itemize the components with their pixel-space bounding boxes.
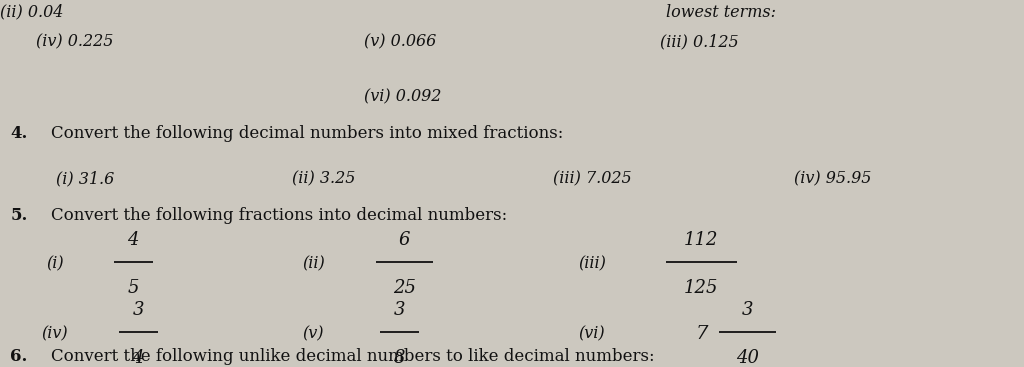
Text: Convert the following unlike decimal numbers to like decimal numbers:: Convert the following unlike decimal num… [51, 348, 654, 365]
Text: 25: 25 [393, 279, 416, 297]
Text: 5.: 5. [10, 207, 28, 224]
Text: (iii): (iii) [579, 256, 606, 273]
Text: 3: 3 [132, 301, 144, 319]
Text: 6: 6 [398, 231, 411, 250]
Text: (iii) 0.125: (iii) 0.125 [660, 33, 739, 50]
Text: (ii) 3.25: (ii) 3.25 [292, 171, 355, 188]
Text: 3: 3 [741, 301, 754, 319]
Text: 6.: 6. [10, 348, 28, 365]
Text: 3: 3 [393, 301, 406, 319]
Text: (i): (i) [46, 256, 63, 273]
Text: (ii) 0.04: (ii) 0.04 [0, 4, 63, 21]
Text: 7: 7 [695, 325, 708, 343]
Text: (iv) 95.95: (iv) 95.95 [794, 171, 871, 188]
Text: (iv) 0.225: (iv) 0.225 [36, 33, 114, 50]
Text: 125: 125 [684, 279, 719, 297]
Text: 112: 112 [684, 231, 719, 250]
Text: (iii) 7.025: (iii) 7.025 [553, 171, 632, 188]
Text: (v): (v) [302, 326, 324, 342]
Text: Convert the following decimal numbers into mixed fractions:: Convert the following decimal numbers in… [51, 125, 563, 142]
Text: 8: 8 [393, 349, 406, 367]
Text: 4: 4 [132, 349, 144, 367]
Text: Convert the following fractions into decimal numbers:: Convert the following fractions into dec… [51, 207, 508, 224]
Text: 4.: 4. [10, 125, 28, 142]
Text: 5: 5 [127, 279, 139, 297]
Text: (vi) 0.092: (vi) 0.092 [364, 88, 441, 105]
Text: (i) 31.6: (i) 31.6 [56, 171, 115, 188]
Text: lowest terms:: lowest terms: [666, 4, 775, 21]
Text: (vi): (vi) [579, 326, 605, 342]
Text: (iv): (iv) [41, 326, 68, 342]
Text: (v) 0.066: (v) 0.066 [364, 33, 436, 50]
Text: (ii): (ii) [302, 256, 325, 273]
Text: 4: 4 [127, 231, 139, 250]
Text: 40: 40 [736, 349, 759, 367]
